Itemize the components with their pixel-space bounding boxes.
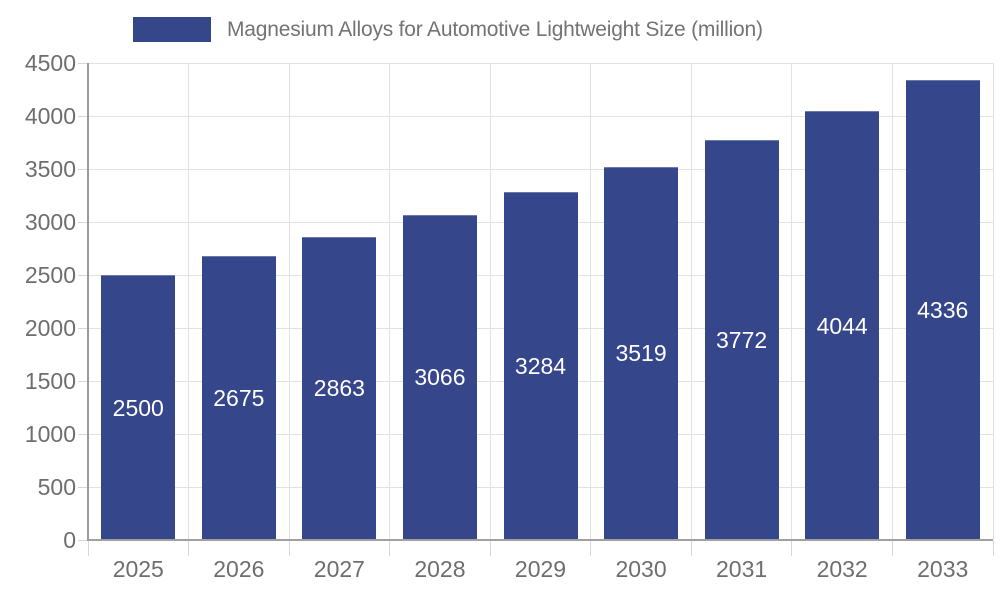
- bar-value-label-2033: 4336: [917, 297, 969, 324]
- y-tick-label-0: 0: [63, 527, 76, 553]
- y-axis-tick: [78, 539, 88, 541]
- bar-value-label-2027: 2863: [313, 375, 365, 402]
- x-axis-tick: [590, 541, 592, 556]
- legend-swatch: [133, 17, 211, 42]
- h-gridline: [88, 115, 993, 117]
- x-tick-label-2026: 2026: [213, 556, 265, 582]
- y-tick-label-3000: 3000: [24, 209, 76, 235]
- y-axis-tick: [78, 433, 88, 435]
- y-axis-tick: [78, 380, 88, 382]
- x-axis-tick: [791, 541, 793, 556]
- bar-value-label-2031: 3772: [716, 327, 768, 354]
- v-gridline: [590, 63, 592, 540]
- x-tick-label-2033: 2033: [917, 556, 969, 582]
- y-tick-label-2500: 2500: [24, 262, 76, 288]
- x-axis-tick: [992, 541, 994, 556]
- x-tick-label-2032: 2032: [816, 556, 868, 582]
- bar-value-label-2026: 2675: [213, 385, 265, 412]
- legend[interactable]: Magnesium Alloys for Automotive Lightwei…: [133, 17, 763, 42]
- y-tick-label-3500: 3500: [24, 156, 76, 182]
- x-tick-label-2029: 2029: [514, 556, 567, 582]
- v-gridline: [690, 63, 692, 540]
- y-axis-tick: [78, 486, 88, 488]
- y-tick-label-1500: 1500: [24, 368, 76, 394]
- y-tick-label-1000: 1000: [24, 421, 76, 447]
- x-tick-label-2030: 2030: [615, 556, 667, 582]
- x-tick-label-2027: 2027: [313, 556, 365, 582]
- y-axis-tick: [78, 221, 88, 223]
- y-axis-tick: [78, 115, 88, 117]
- bar-value-label-2028: 3066: [414, 364, 466, 391]
- x-tick-label-2031: 2031: [716, 556, 768, 582]
- v-gridline: [288, 63, 290, 540]
- y-tick-label-2000: 2000: [24, 315, 76, 341]
- bar-2030[interactable]: 3519: [604, 166, 679, 540]
- bar-2028[interactable]: 3066: [402, 215, 477, 540]
- v-gridline: [188, 63, 190, 540]
- bar-2031[interactable]: 3772: [704, 140, 779, 540]
- x-axis-tick: [891, 541, 893, 556]
- x-tick-label-2025: 2025: [112, 556, 164, 582]
- y-axis-tick: [78, 274, 88, 276]
- y-axis-tick: [78, 327, 88, 329]
- y-tick-label-4500: 4500: [24, 50, 76, 76]
- x-axis-tick: [389, 541, 391, 556]
- x-axis-tick: [188, 541, 190, 556]
- x-axis-tick: [489, 541, 491, 556]
- x-axis-tick: [690, 541, 692, 556]
- v-gridline: [791, 63, 793, 540]
- x-axis-line: [88, 539, 993, 541]
- y-tick-label-4000: 4000: [24, 103, 76, 129]
- bar-2032[interactable]: 4044: [805, 111, 880, 540]
- bar-2026[interactable]: 2675: [201, 256, 276, 540]
- bar-value-label-2032: 4044: [816, 312, 868, 339]
- x-axis-tick: [288, 541, 290, 556]
- h-gridline: [88, 168, 993, 170]
- bar-value-label-2025: 2500: [112, 394, 164, 421]
- x-axis-tick: [87, 541, 89, 556]
- bar-2025[interactable]: 2500: [101, 275, 176, 540]
- v-gridline: [992, 63, 994, 540]
- bar-value-label-2029: 3284: [514, 352, 567, 379]
- bar-2033[interactable]: 4336: [905, 80, 980, 540]
- y-tick-label-500: 500: [37, 474, 76, 500]
- bar-2029[interactable]: 3284: [503, 191, 578, 540]
- h-gridline: [88, 62, 993, 64]
- y-axis-line: [86, 63, 89, 541]
- legend-label: Magnesium Alloys for Automotive Lightwei…: [227, 17, 763, 41]
- x-tick-label-2028: 2028: [414, 556, 466, 582]
- bar-2027[interactable]: 2863: [302, 236, 377, 540]
- y-axis-tick: [78, 168, 88, 170]
- v-gridline: [891, 63, 893, 540]
- bar-value-label-2030: 3519: [615, 340, 667, 367]
- y-axis-tick: [78, 62, 88, 64]
- v-gridline: [489, 63, 491, 540]
- v-gridline: [389, 63, 391, 540]
